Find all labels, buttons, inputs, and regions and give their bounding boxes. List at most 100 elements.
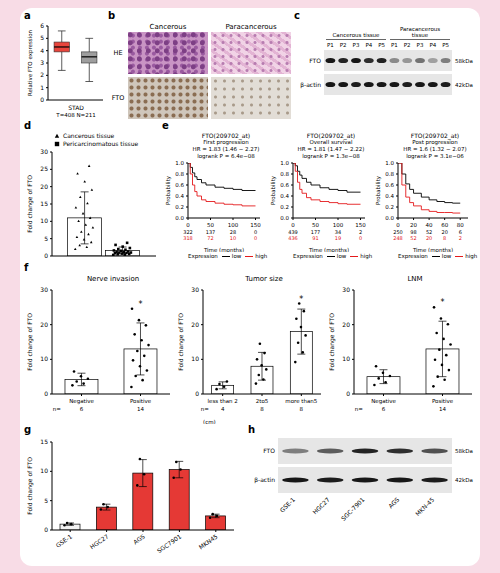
svg-text:Fold change of FTO: Fold change of FTO [26,313,34,371]
svg-text:P3: P3 [417,42,424,48]
svg-text:10: 10 [40,355,48,362]
svg-text:19: 19 [335,235,341,241]
svg-text:8: 8 [443,235,446,241]
svg-text:n=: n= [355,406,363,412]
svg-text:SGC-7901: SGC-7901 [339,496,365,522]
svg-text:8: 8 [260,406,264,412]
svg-text:0.2: 0.2 [385,204,394,210]
svg-text:Probability: Probability [270,175,277,205]
svg-text:1.0: 1.0 [280,160,289,166]
svg-text:10: 10 [40,217,48,224]
svg-text:30: 30 [40,148,48,155]
svg-text:1.0: 1.0 [385,160,394,166]
svg-text:0.0: 0.0 [280,215,289,221]
svg-text:52: 52 [410,235,416,241]
svg-text:P5: P5 [378,42,385,48]
svg-text:30: 30 [40,286,48,293]
svg-text:Fold change of FTO: Fold change of FTO [26,175,34,233]
svg-text:80: 80 [457,222,464,228]
svg-text:91: 91 [312,235,318,241]
svg-text:Probability: Probability [375,175,382,205]
svg-text:P3: P3 [353,42,360,48]
svg-text:8: 8 [300,406,304,412]
svg-text:Fold change of FTO: Fold change of FTO [328,313,336,371]
svg-text:1: 1 [40,84,44,91]
svg-text:0: 0 [40,96,44,103]
svg-text:(cm): (cm) [203,419,216,424]
svg-text:GSE-1: GSE-1 [54,532,73,548]
svg-text:HGC27: HGC27 [88,532,109,550]
svg-text:5: 5 [44,497,48,504]
svg-text:FTO: FTO [263,447,275,454]
svg-text:248: 248 [393,235,403,241]
svg-text:3: 3 [40,59,44,66]
svg-text:*: * [138,300,142,309]
svg-text:AGS: AGS [132,532,146,545]
svg-text:P1: P1 [391,42,398,48]
svg-text:0.0: 0.0 [175,215,184,221]
svg-text:15: 15 [40,200,48,207]
svg-text:Time (months): Time (months) [308,247,349,252]
svg-text:0.2: 0.2 [280,204,289,210]
svg-text:P4: P4 [429,42,436,48]
svg-text:β-actin: β-actin [254,476,275,484]
svg-text:P4: P4 [365,42,372,48]
svg-text:50: 50 [207,222,214,228]
svg-text:15: 15 [40,438,48,445]
svg-text:more than5: more than5 [285,398,317,404]
svg-text:10: 10 [191,355,199,362]
svg-text:5: 5 [44,235,48,242]
svg-text:0.4: 0.4 [175,193,184,199]
svg-text:0: 0 [346,390,350,397]
svg-text:MKN-45: MKN-45 [414,496,436,518]
svg-text:20: 20 [426,235,432,241]
svg-text:Negative: Negative [371,398,396,405]
svg-text:100: 100 [333,222,344,228]
svg-text:*: * [299,295,303,304]
svg-text:0: 0 [44,252,48,259]
svg-text:20: 20 [342,321,350,328]
svg-text:40: 40 [426,222,433,228]
svg-text:Positive: Positive [432,398,454,404]
svg-text:P2: P2 [340,42,347,48]
svg-text:0: 0 [44,390,48,397]
svg-text:*: * [440,298,444,307]
svg-text:72: 72 [207,235,213,241]
svg-text:6: 6 [40,22,44,29]
svg-text:20: 20 [40,183,48,190]
svg-text:4: 4 [221,406,225,412]
svg-text:0.8: 0.8 [280,171,289,177]
svg-text:42kDa: 42kDa [455,82,473,88]
svg-text:0: 0 [254,235,257,241]
svg-text:58kDa: 58kDa [455,58,473,64]
svg-text:0: 0 [396,222,400,228]
svg-text:42kDa: 42kDa [455,477,473,483]
svg-text:5: 5 [40,34,44,41]
svg-text:1.0: 1.0 [175,160,184,166]
svg-text:HGC27: HGC27 [311,496,331,516]
svg-text:less than 2: less than 2 [208,398,238,404]
svg-text:150: 150 [250,222,261,228]
svg-text:14: 14 [439,406,446,412]
svg-text:10: 10 [342,355,350,362]
svg-text:tissue: tissue [412,32,429,38]
svg-text:0: 0 [186,222,190,228]
svg-text:14: 14 [137,406,144,412]
svg-text:25: 25 [40,165,48,172]
svg-text:0: 0 [195,390,199,397]
svg-text:60: 60 [441,222,448,228]
svg-text:0.2: 0.2 [175,204,184,210]
svg-text:Positive: Positive [130,398,152,404]
svg-text:2: 2 [40,71,44,78]
svg-text:30: 30 [342,286,350,293]
svg-text:20: 20 [40,321,48,328]
svg-text:Relative FTO expression: Relative FTO expression [27,29,34,96]
svg-text:n=: n= [53,406,61,412]
svg-text:0.6: 0.6 [385,182,394,188]
svg-text:AGS: AGS [387,496,401,510]
svg-text:2to5: 2to5 [256,398,269,404]
svg-text:0.8: 0.8 [175,171,184,177]
svg-text:0: 0 [291,222,295,228]
svg-text:0.6: 0.6 [175,182,184,188]
svg-text:30: 30 [191,286,199,293]
